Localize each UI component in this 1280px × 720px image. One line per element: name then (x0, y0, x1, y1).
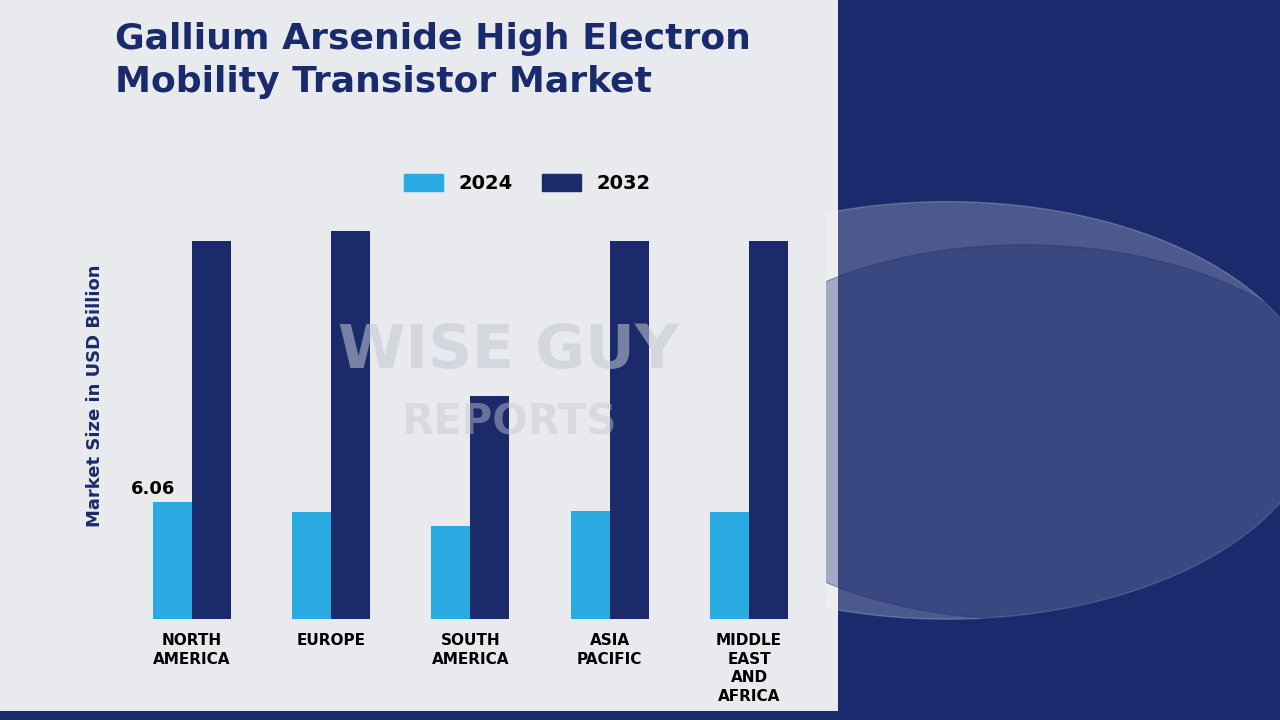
Bar (471, 396, 509, 619)
Bar (710, 513, 749, 619)
Bar (332, 231, 370, 619)
Bar (431, 526, 471, 619)
Text: 6.06: 6.06 (131, 480, 175, 498)
Bar (192, 240, 230, 619)
Circle shape (576, 202, 1280, 619)
Bar (152, 502, 192, 619)
Y-axis label: Market Size in USD Billion: Market Size in USD Billion (86, 265, 104, 527)
Circle shape (691, 245, 1280, 619)
Legend: 2024, 2032: 2024, 2032 (404, 174, 650, 193)
Bar (749, 240, 788, 619)
Bar (609, 240, 649, 619)
Text: REPORTS: REPORTS (401, 402, 617, 444)
Text: WISE GUY: WISE GUY (338, 322, 680, 381)
Bar (292, 513, 332, 619)
Bar (571, 510, 609, 619)
Text: Gallium Arsenide High Electron
Mobility Transistor Market: Gallium Arsenide High Electron Mobility … (115, 22, 751, 99)
